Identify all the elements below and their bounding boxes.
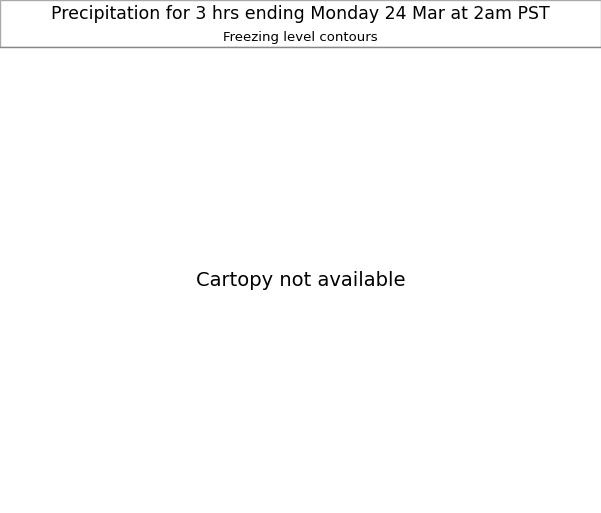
Text: Freezing level contours: Freezing level contours: [223, 31, 378, 44]
Text: Cartopy not available: Cartopy not available: [196, 270, 405, 290]
Text: Precipitation for 3 hrs ending Monday 24 Mar at 2am PST: Precipitation for 3 hrs ending Monday 24…: [51, 5, 550, 23]
FancyBboxPatch shape: [0, 0, 601, 47]
